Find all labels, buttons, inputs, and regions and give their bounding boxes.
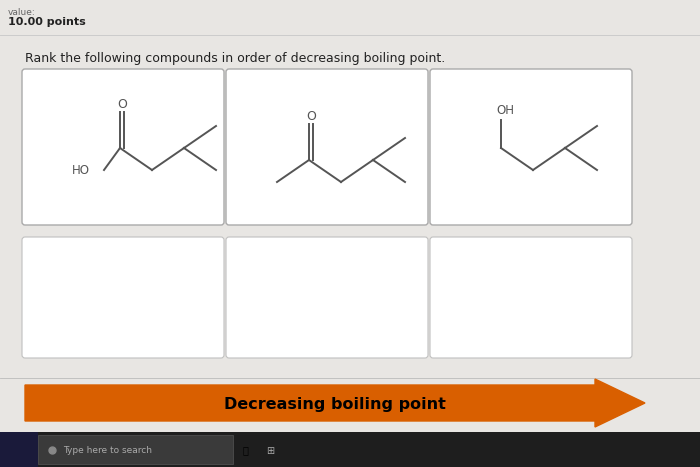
FancyBboxPatch shape [430,237,632,358]
Text: 🎤: 🎤 [242,446,248,455]
Text: OH: OH [496,105,514,118]
Text: Type here to search: Type here to search [63,446,152,455]
Text: Rank the following compounds in order of decreasing boiling point.: Rank the following compounds in order of… [25,52,445,65]
Bar [0,432,700,467]
FancyBboxPatch shape [226,237,428,358]
Text: Decreasing boiling point: Decreasing boiling point [224,396,446,411]
FancyBboxPatch shape [22,69,224,225]
FancyBboxPatch shape [22,237,224,358]
Text: value:: value: [8,8,36,17]
FancyArrow shape [25,379,645,427]
FancyBboxPatch shape [430,69,632,225]
Text: O: O [306,109,316,122]
Bar [0,432,38,467]
Text: ⊞: ⊞ [266,446,274,455]
FancyBboxPatch shape [226,69,428,225]
Bar [38,435,233,464]
Text: O: O [117,98,127,111]
Text: 10.00 points: 10.00 points [8,17,85,27]
Text: HO: HO [72,163,90,177]
